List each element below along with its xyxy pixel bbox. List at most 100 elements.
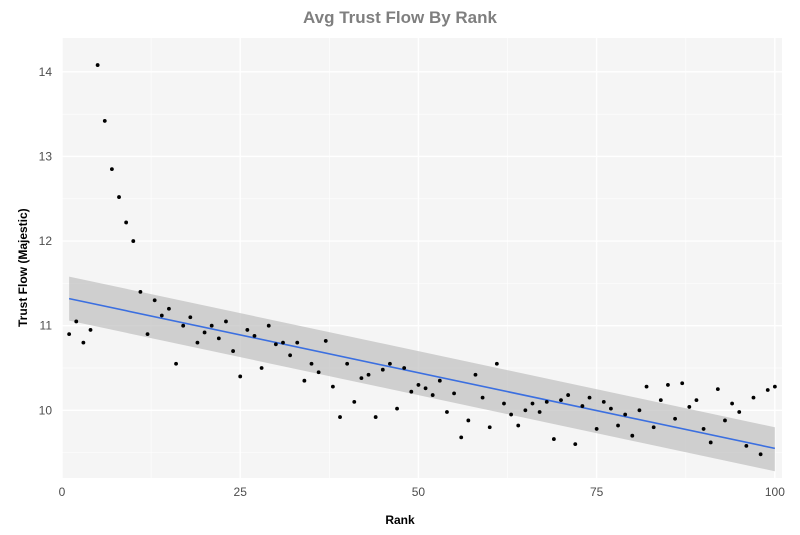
data-point <box>388 362 392 366</box>
data-point <box>573 442 577 446</box>
data-point <box>324 339 328 343</box>
x-tick-label: 100 <box>765 485 785 499</box>
plot-area: 02550751001011121314 <box>0 0 800 535</box>
data-point <box>424 386 428 390</box>
data-point <box>580 404 584 408</box>
data-point <box>317 370 321 374</box>
data-point <box>217 336 221 340</box>
x-tick-label: 0 <box>59 485 66 499</box>
data-point <box>773 385 777 389</box>
data-point <box>616 424 620 428</box>
x-axis-label: Rank <box>0 513 800 527</box>
data-point <box>509 413 513 417</box>
data-point <box>687 405 691 409</box>
data-point <box>374 415 378 419</box>
data-point <box>737 410 741 414</box>
data-point <box>96 63 100 67</box>
data-point <box>253 334 257 338</box>
data-point <box>81 341 85 345</box>
data-point <box>203 331 207 335</box>
data-point <box>752 396 756 400</box>
data-point <box>153 298 157 302</box>
data-point <box>288 353 292 357</box>
data-point <box>673 417 677 421</box>
data-point <box>160 314 164 318</box>
data-point <box>666 383 670 387</box>
data-point <box>367 373 371 377</box>
data-point <box>695 398 699 402</box>
data-point <box>110 167 114 171</box>
data-point <box>495 362 499 366</box>
y-tick-label: 11 <box>40 319 53 333</box>
data-point <box>381 368 385 372</box>
data-point <box>531 402 535 406</box>
trustflow-chart: Avg Trust Flow By Rank Trust Flow (Majes… <box>0 0 800 535</box>
data-point <box>395 407 399 411</box>
data-point <box>196 341 200 345</box>
data-point <box>602 400 606 404</box>
data-point <box>659 398 663 402</box>
data-point <box>638 408 642 412</box>
data-point <box>274 342 278 346</box>
data-point <box>167 307 171 311</box>
data-point <box>438 379 442 383</box>
data-point <box>188 315 192 319</box>
data-point <box>481 396 485 400</box>
data-point <box>595 427 599 431</box>
data-point <box>124 221 128 225</box>
data-point <box>238 375 242 379</box>
data-point <box>702 427 706 431</box>
data-point <box>267 324 271 328</box>
data-point <box>545 400 549 404</box>
data-point <box>559 398 563 402</box>
data-point <box>146 332 150 336</box>
data-point <box>417 383 421 387</box>
data-point <box>502 402 506 406</box>
x-tick-label: 75 <box>590 485 604 499</box>
data-point <box>131 239 135 243</box>
data-point <box>445 410 449 414</box>
data-point <box>139 290 143 294</box>
data-point <box>103 119 107 123</box>
data-point <box>630 434 634 438</box>
data-point <box>231 349 235 353</box>
data-point <box>360 376 364 380</box>
data-point <box>645 385 649 389</box>
data-point <box>680 381 684 385</box>
data-point <box>759 452 763 456</box>
data-point <box>338 415 342 419</box>
data-point <box>345 362 349 366</box>
data-point <box>402 366 406 370</box>
data-point <box>716 387 720 391</box>
data-point <box>588 396 592 400</box>
x-tick-label: 25 <box>234 485 248 499</box>
data-point <box>730 402 734 406</box>
data-point <box>523 408 527 412</box>
data-point <box>538 410 542 414</box>
data-point <box>245 328 249 332</box>
data-point <box>210 324 214 328</box>
data-point <box>623 413 627 417</box>
data-point <box>488 425 492 429</box>
data-point <box>174 362 178 366</box>
y-tick-label: 10 <box>39 403 53 417</box>
data-point <box>302 379 306 383</box>
data-point <box>181 324 185 328</box>
data-point <box>474 373 478 377</box>
data-point <box>295 341 299 345</box>
data-point <box>744 444 748 448</box>
x-tick-label: 50 <box>412 485 426 499</box>
y-tick-label: 12 <box>39 234 53 248</box>
data-point <box>310 362 314 366</box>
data-point <box>452 391 456 395</box>
data-point <box>224 320 228 324</box>
data-point <box>431 393 435 397</box>
data-point <box>609 407 613 411</box>
data-point <box>566 393 570 397</box>
data-point <box>516 424 520 428</box>
data-point <box>709 441 713 445</box>
chart-title: Avg Trust Flow By Rank <box>0 8 800 28</box>
data-point <box>466 419 470 423</box>
y-tick-label: 14 <box>39 65 53 79</box>
data-point <box>766 388 770 392</box>
